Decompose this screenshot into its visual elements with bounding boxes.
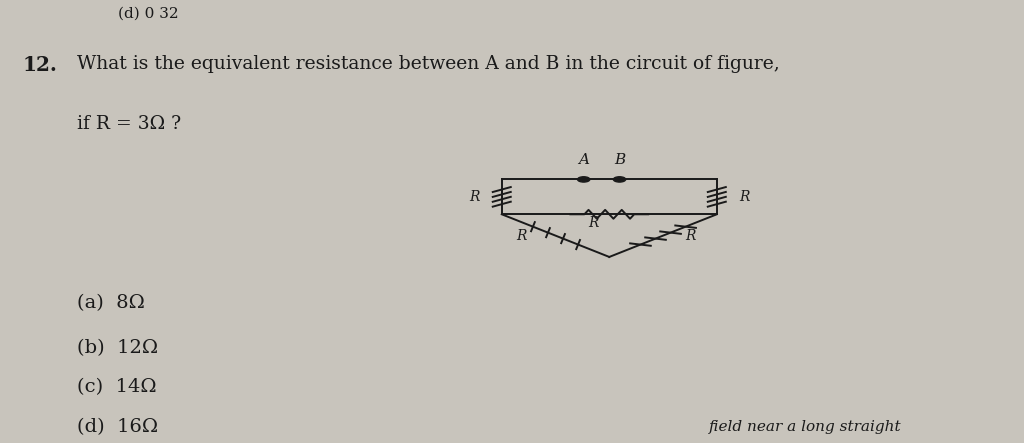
Text: (a)  8Ω: (a) 8Ω — [77, 294, 144, 312]
Text: (d) 0 32: (d) 0 32 — [118, 7, 178, 21]
Text: R: R — [739, 190, 750, 204]
Text: (b)  12Ω: (b) 12Ω — [77, 338, 158, 357]
Text: (c)  14Ω: (c) 14Ω — [77, 378, 157, 396]
Text: R: R — [686, 229, 696, 243]
Text: R: R — [516, 229, 526, 243]
Text: 12.: 12. — [23, 55, 57, 75]
Circle shape — [578, 177, 590, 182]
Text: if R = 3Ω ?: if R = 3Ω ? — [77, 115, 181, 133]
Text: A: A — [579, 153, 589, 167]
Text: R: R — [589, 216, 599, 229]
Text: B: B — [614, 153, 625, 167]
Text: R: R — [469, 190, 479, 204]
Text: What is the equivalent resistance between A and B in the circuit of figure,: What is the equivalent resistance betwee… — [77, 55, 779, 74]
Text: (d)  16Ω: (d) 16Ω — [77, 418, 158, 436]
Text: field near a long straight: field near a long straight — [709, 420, 901, 434]
Circle shape — [613, 177, 626, 182]
